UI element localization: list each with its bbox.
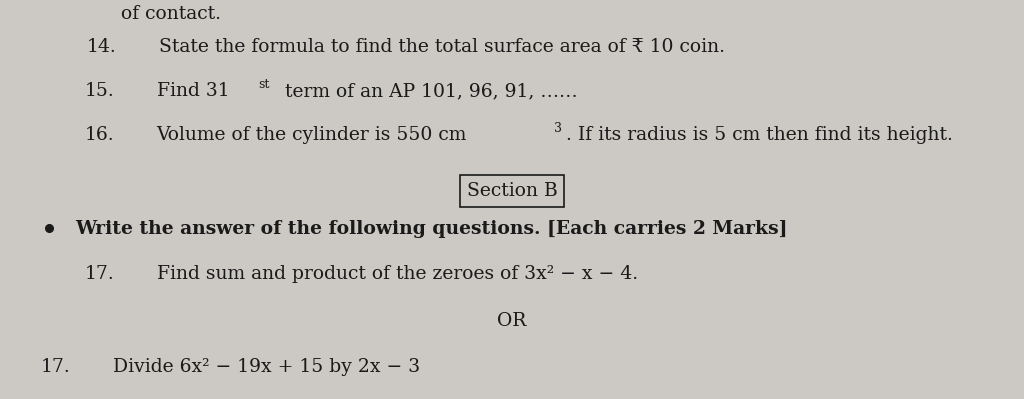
Text: st: st: [258, 78, 269, 91]
Text: 16.: 16.: [85, 126, 115, 144]
Text: . If its radius is 5 cm then find its height.: . If its radius is 5 cm then find its he…: [566, 126, 953, 144]
Text: Section B: Section B: [467, 182, 557, 200]
Text: Divide 6x² − 19x + 15 by 2x − 3: Divide 6x² − 19x + 15 by 2x − 3: [113, 358, 420, 376]
Text: of contact.: of contact.: [121, 5, 221, 23]
Text: Find 31: Find 31: [157, 82, 229, 100]
Text: term of an AP 101, 96, 91, ……: term of an AP 101, 96, 91, ……: [279, 82, 578, 100]
Text: 15.: 15.: [85, 82, 115, 100]
Text: 3: 3: [554, 122, 562, 135]
Text: Write the answer of the following questions. [Each carries 2 Marks]: Write the answer of the following questi…: [75, 220, 787, 238]
Text: 17.: 17.: [41, 358, 71, 376]
Text: 14.: 14.: [87, 38, 117, 56]
Text: Find sum and product of the zeroes of 3x² − x − 4.: Find sum and product of the zeroes of 3x…: [157, 265, 638, 283]
Text: State the formula to find the total surface area of ₹ 10 coin.: State the formula to find the total surf…: [159, 38, 725, 56]
Text: Volume of the cylinder is 550 cm: Volume of the cylinder is 550 cm: [157, 126, 467, 144]
Text: 17.: 17.: [85, 265, 115, 283]
Text: OR: OR: [498, 312, 526, 330]
